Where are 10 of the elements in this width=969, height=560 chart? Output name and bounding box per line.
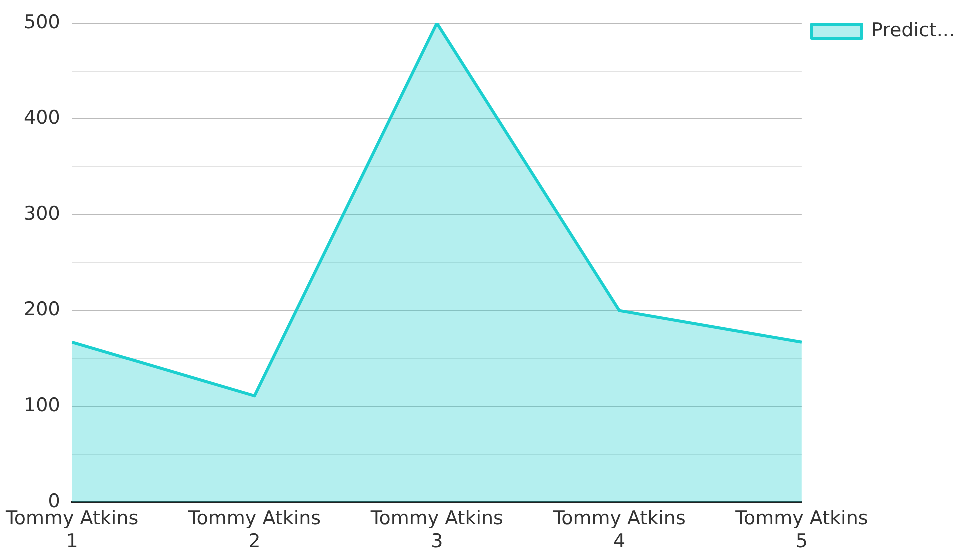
y-tick-label: 200 bbox=[24, 298, 60, 321]
y-tick-label: 100 bbox=[24, 394, 60, 417]
y-tick-label: 300 bbox=[24, 202, 60, 225]
y-tick-label: 400 bbox=[24, 107, 60, 130]
x-tick-label: Tommy Atkins 4 bbox=[552, 508, 686, 553]
x-tick-label: Tommy Atkins 2 bbox=[187, 508, 322, 553]
x-tick-label: Tommy Atkins 5 bbox=[734, 508, 868, 553]
legend-label: Predict... bbox=[871, 19, 955, 42]
y-tick-label: 500 bbox=[24, 11, 60, 34]
x-tick-label: Tommy Atkins 3 bbox=[370, 508, 504, 553]
